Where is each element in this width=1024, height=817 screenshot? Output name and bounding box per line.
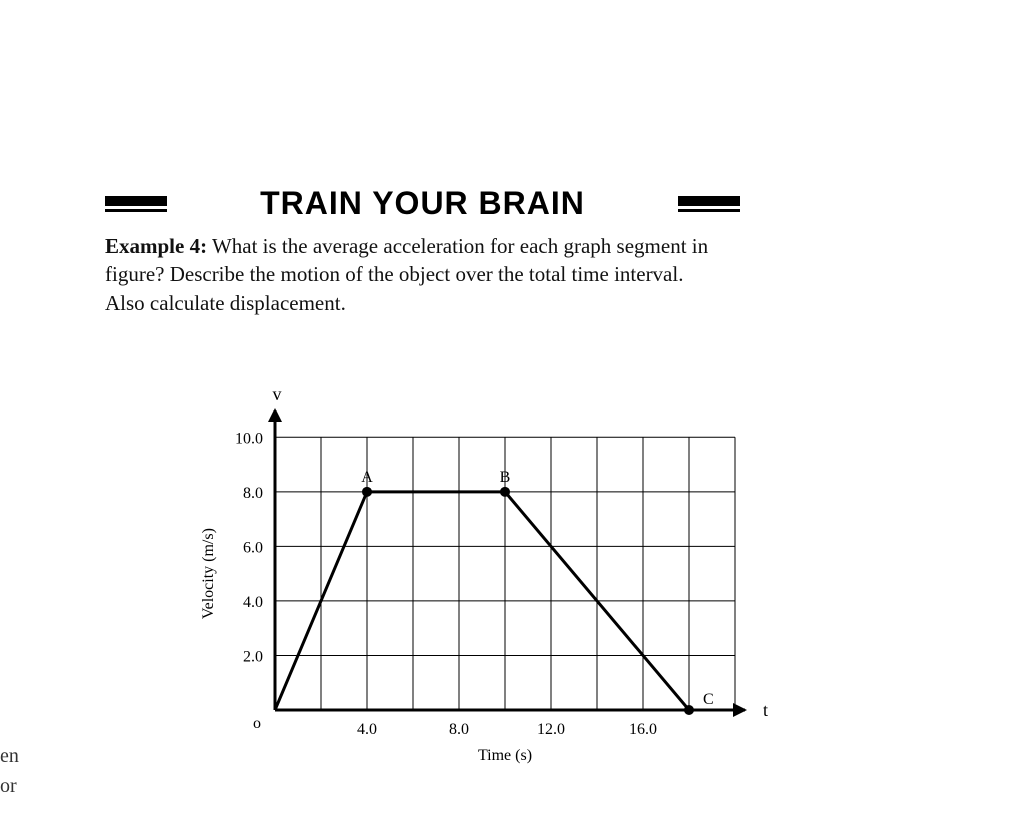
svg-text:16.0: 16.0 xyxy=(629,721,657,738)
example-label: Example 4: xyxy=(105,234,207,258)
svg-text:Time (s): Time (s) xyxy=(478,747,532,764)
bar-thick xyxy=(678,196,740,206)
svg-text:4.0: 4.0 xyxy=(357,721,377,738)
svg-text:2.0: 2.0 xyxy=(243,648,263,665)
heading-title: TRAIN YOUR BRAIN xyxy=(167,185,678,222)
svg-text:10.0: 10.0 xyxy=(235,430,263,447)
svg-text:8.0: 8.0 xyxy=(449,721,469,738)
svg-text:B: B xyxy=(500,469,511,486)
bar-thick xyxy=(105,196,167,206)
svg-text:o: o xyxy=(253,715,261,732)
problem-text: Example 4: What is the average accelerat… xyxy=(105,232,725,317)
chart-svg: 2.0 4.0 6.0 8.0 10.0 4.0 8.0 12.0 16.0 o v t A B C Velo… xyxy=(185,340,785,810)
svg-text:12.0: 12.0 xyxy=(537,721,565,738)
bar-thin xyxy=(105,209,167,212)
svg-text:v: v xyxy=(273,384,282,404)
velocity-time-chart: 2.0 4.0 6.0 8.0 10.0 4.0 8.0 12.0 16.0 o v t A B C Velo… xyxy=(185,340,785,815)
margin-text-en: en xyxy=(0,745,19,768)
svg-text:6.0: 6.0 xyxy=(243,539,263,556)
svg-text:A: A xyxy=(361,469,373,486)
margin-text-or: or xyxy=(0,775,17,798)
svg-text:C: C xyxy=(703,691,714,708)
svg-text:t: t xyxy=(763,700,768,720)
svg-text:4.0: 4.0 xyxy=(243,594,263,611)
bar-thin xyxy=(678,209,740,212)
page: TRAIN YOUR BRAIN Example 4: What is the … xyxy=(0,0,1024,817)
heading-bar-left xyxy=(105,196,167,212)
svg-text:Velocity (m/s): Velocity (m/s) xyxy=(200,528,217,619)
heading-row: TRAIN YOUR BRAIN xyxy=(105,185,740,222)
svg-text:8.0: 8.0 xyxy=(243,485,263,502)
heading-bar-right xyxy=(678,196,740,212)
